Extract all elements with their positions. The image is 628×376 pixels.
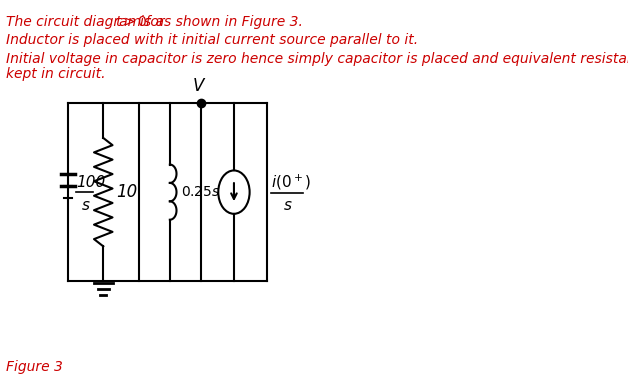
Text: Inductor is placed with it initial current source parallel to it.: Inductor is placed with it initial curre… <box>6 33 418 47</box>
Text: $i(0^+)$: $i(0^+)$ <box>271 173 311 192</box>
Text: $s$: $s$ <box>283 199 293 214</box>
Text: kept in circuit.: kept in circuit. <box>6 67 106 81</box>
Text: $0.25s$: $0.25s$ <box>181 185 220 199</box>
Text: Figure 3: Figure 3 <box>6 359 63 374</box>
Text: 100: 100 <box>76 175 106 190</box>
Text: s: s <box>82 199 90 214</box>
Text: Initial voltage in capacitor is zero hence simply capacitor is placed and equiva: Initial voltage in capacitor is zero hen… <box>6 52 628 66</box>
Text: 10: 10 <box>116 183 138 201</box>
Text: $t>0$: $t>0$ <box>116 15 148 29</box>
Text: The circuit diagram for: The circuit diagram for <box>6 15 173 29</box>
Text: is as shown in Figure 3.: is as shown in Figure 3. <box>139 15 303 29</box>
Text: V: V <box>192 77 203 95</box>
